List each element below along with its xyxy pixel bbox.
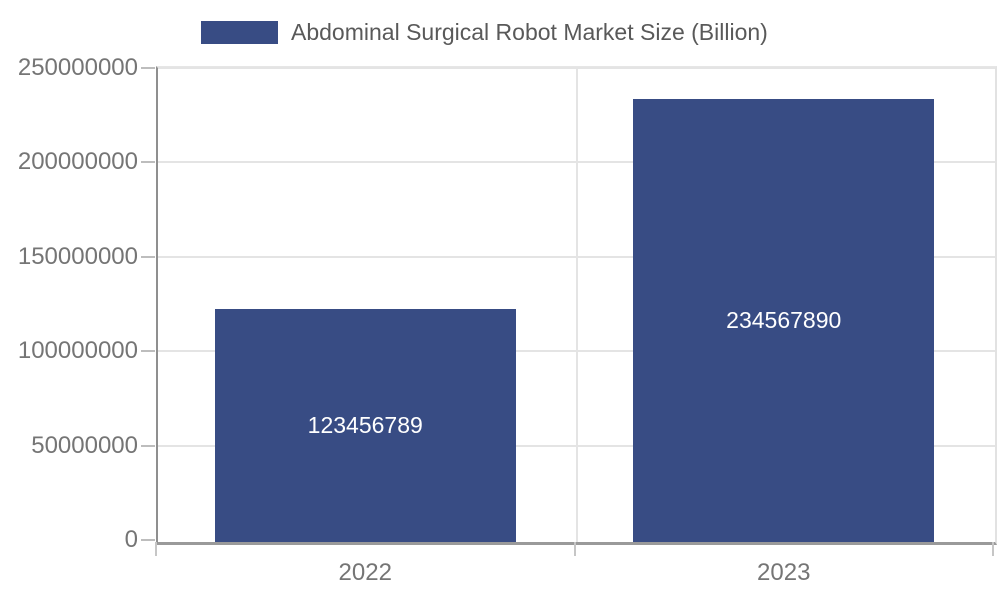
y-tick-label: 100000000 [17,337,138,365]
y-tick-label: 150000000 [17,242,138,270]
bar-value-label: 123456789 [307,411,423,438]
bar-2023: 234567890 [633,99,935,542]
y-tick-mark [141,161,155,164]
y-tick-mark [141,350,155,353]
y-tick-label: 50000000 [31,431,138,459]
x-gridline [575,68,578,542]
y-tick-mark [141,255,155,258]
x-tick-label: 2023 [757,559,811,586]
y-tick-label: 200000000 [17,148,138,176]
x-tick-mark [992,542,994,556]
y-tick-label: 0 [124,526,138,553]
x-tick-label: 2022 [338,559,392,586]
y-tick-label: 250000000 [17,54,138,81]
legend-label: Abdominal Surgical Robot Market Size (Bi… [291,18,768,45]
legend: Abdominal Surgical Robot Market Size (Bi… [201,18,768,45]
bar-2022: 123456789 [214,308,516,542]
y-tick-mark [141,67,155,69]
plot-area: 123456789 234567890 [156,66,997,545]
x-tick-mark [573,542,576,556]
legend-swatch [201,20,278,44]
bar-value-label: 234567890 [726,307,842,334]
x-tick-mark [155,542,157,556]
y-tick-mark [141,539,155,541]
y-tick-mark [141,444,155,447]
